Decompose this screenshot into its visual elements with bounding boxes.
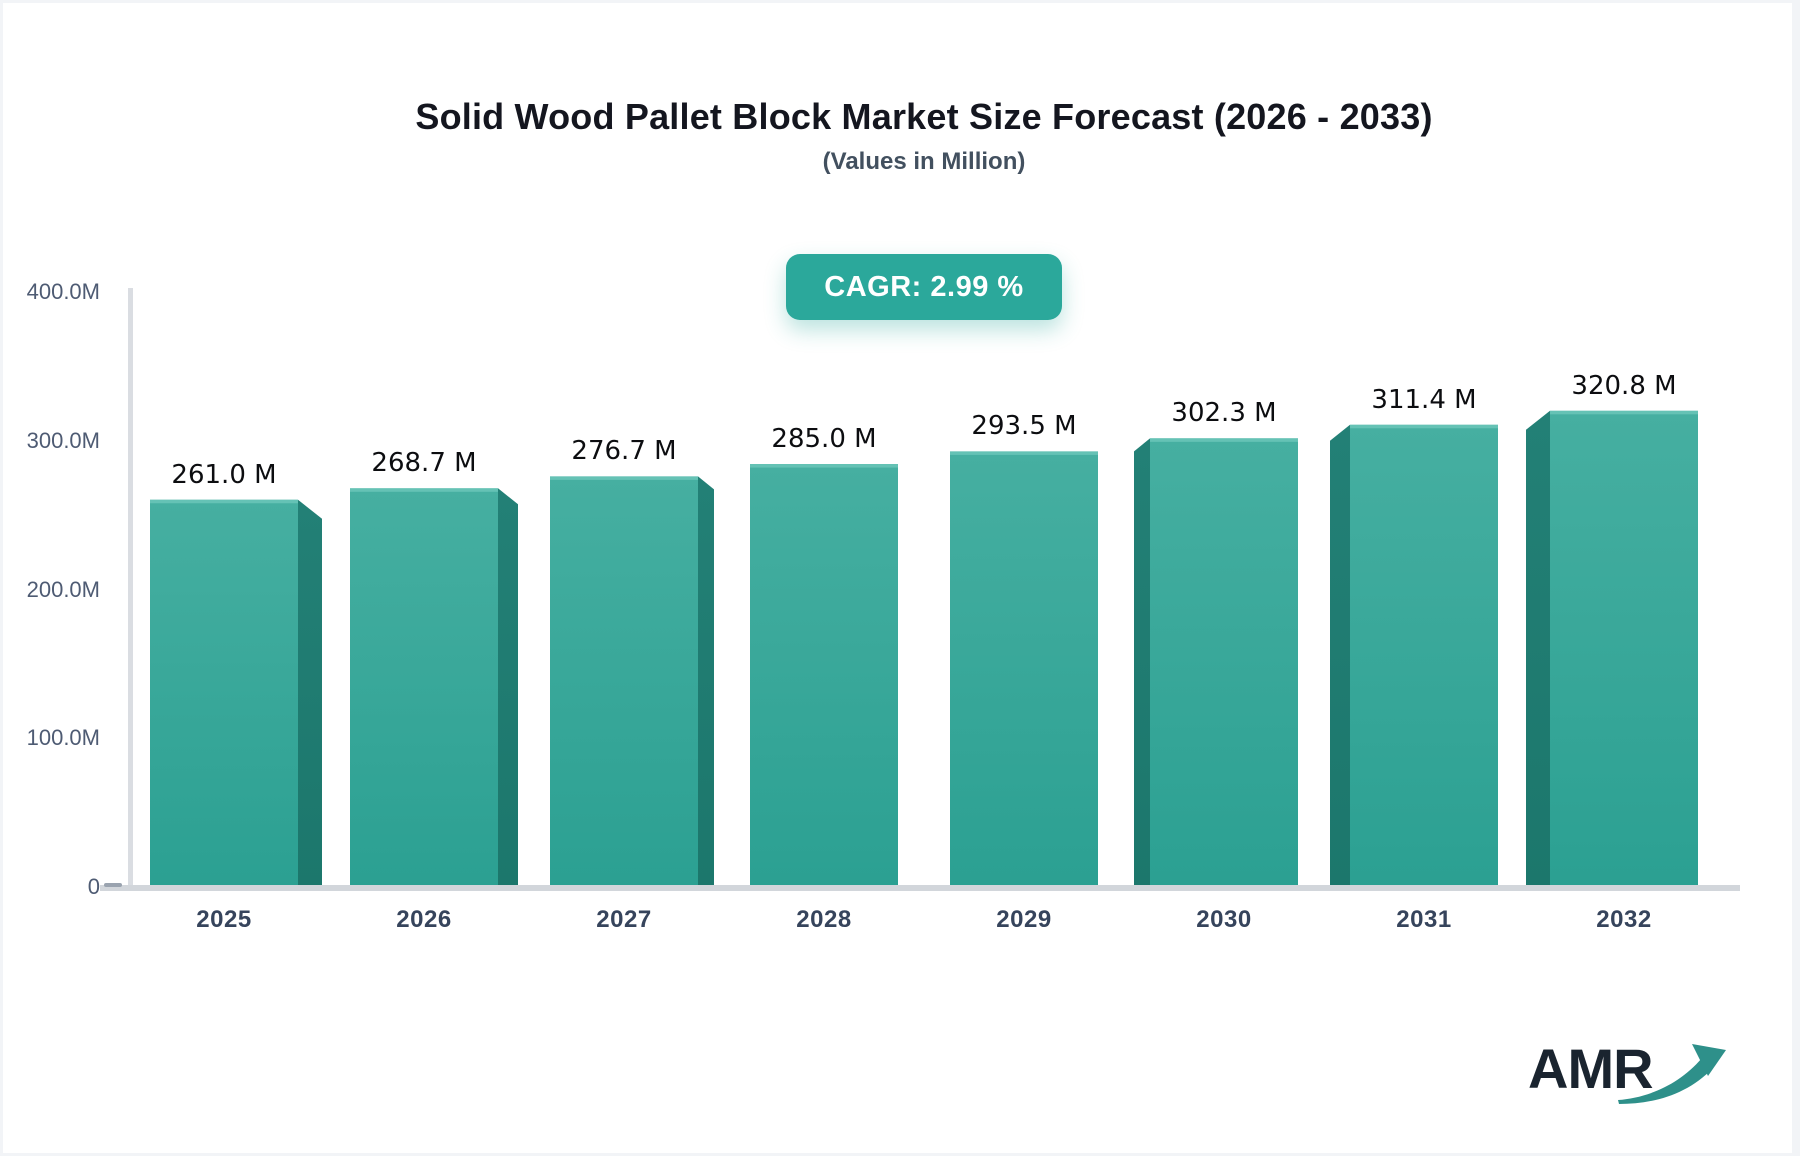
bar-top-highlight <box>1350 424 1498 429</box>
cagr-badge: CAGR: 2.99 % <box>786 254 1062 320</box>
bar-front-face <box>750 464 898 888</box>
bar-value-label-2032: 320.8 M <box>1571 370 1677 401</box>
bar-value-label-2027: 276.7 M <box>571 436 677 467</box>
bar-front-face <box>550 476 698 888</box>
bar-front-face <box>350 488 498 888</box>
y-axis-label-200: 200.0M <box>26 576 100 602</box>
y-axis-label-400: 400.0M <box>26 279 100 304</box>
amr-logo: AMR <box>1528 1036 1738 1126</box>
x-axis-label-2026: 2026 <box>396 906 452 933</box>
y-axis-line <box>128 288 133 888</box>
x-axis-label-2028: 2028 <box>796 906 852 933</box>
growth-arrow-icon <box>1618 1044 1726 1104</box>
bar-front-face <box>1350 424 1498 888</box>
x-axis-label-2031: 2031 <box>1396 906 1452 933</box>
x-axis-label-2027: 2027 <box>596 906 652 933</box>
chart-title: Solid Wood Pallet Block Market Size Fore… <box>415 96 1433 137</box>
zero-tick-mark <box>104 883 122 887</box>
bar-top-highlight <box>750 464 898 468</box>
x-axis-baseline <box>100 885 1740 891</box>
bar-top-highlight <box>950 451 1098 455</box>
y-axis-label-300: 300.0M <box>26 427 100 453</box>
bar-side-face <box>498 488 518 888</box>
bar-2029 <box>950 451 1098 888</box>
y-axis-label-0: 0 <box>87 874 100 899</box>
x-axis-label-2030: 2030 <box>1196 906 1252 933</box>
bar-2030 <box>1134 438 1298 888</box>
bar-2031 <box>1330 424 1498 888</box>
bar-value-label-2031: 311.4 M <box>1371 384 1477 415</box>
bar-side-face <box>698 476 714 888</box>
bar-side-face <box>1526 410 1550 888</box>
bar-top-highlight <box>1550 410 1698 415</box>
bar-value-label-2028: 285.0 M <box>771 424 877 455</box>
chart-subtitle: (Values in Million) <box>822 148 1026 175</box>
bar-2027 <box>550 476 714 888</box>
bar-side-face <box>298 499 322 888</box>
bar-side-face <box>1330 424 1350 888</box>
bar-top-highlight <box>350 488 498 492</box>
bar-front-face <box>1150 438 1298 888</box>
bar-value-label-2025: 261.0 M <box>171 459 277 490</box>
bar-value-label-2030: 302.3 M <box>1171 398 1277 429</box>
bar-value-label-2026: 268.7 M <box>371 448 477 479</box>
amr-logo-text: AMR <box>1528 1037 1654 1100</box>
bar-2028 <box>750 464 898 888</box>
bar-top-highlight <box>150 499 298 504</box>
bar-2026 <box>350 488 518 888</box>
bars-group <box>150 410 1698 888</box>
x-axis-label-2029: 2029 <box>996 906 1052 933</box>
bar-top-highlight <box>550 476 698 480</box>
bar-side-face <box>1134 438 1150 888</box>
bar-2032 <box>1526 410 1698 888</box>
x-axis-label-2032: 2032 <box>1596 906 1652 933</box>
bar-top-highlight <box>1150 438 1298 442</box>
bar-front-face <box>150 499 298 888</box>
y-axis-label-100: 100.0M <box>26 725 100 751</box>
x-axis-label-2025: 2025 <box>196 906 252 933</box>
bar-front-face <box>950 451 1098 888</box>
bar-2025 <box>150 499 322 888</box>
bar-front-face <box>1550 410 1698 888</box>
bar-value-label-2029: 293.5 M <box>971 411 1077 442</box>
